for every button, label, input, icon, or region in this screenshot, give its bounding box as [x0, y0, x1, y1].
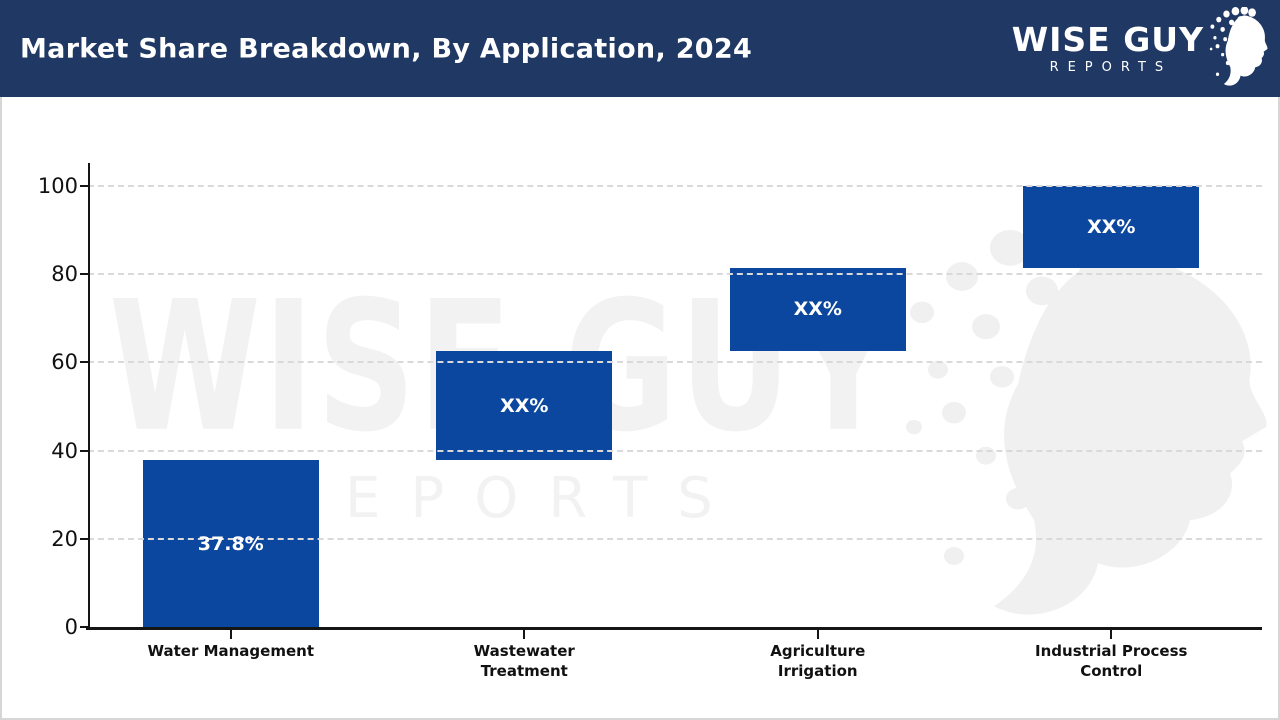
gridline-80 [88, 273, 1262, 276]
y-tick-80 [80, 273, 88, 276]
x-tick-water-management [229, 630, 232, 639]
x-label-line: Control [1080, 662, 1143, 680]
bar-value-industrial-process-control: XX% [1087, 216, 1136, 238]
x-axis-line [86, 627, 1262, 630]
gridline-100 [88, 185, 1262, 187]
gridline-20 [88, 537, 1262, 540]
x-label-wastewater-treatment: Wastewater Treatment [378, 641, 672, 681]
x-label-water-management: Water Management [84, 641, 378, 661]
wiseguy-logo: WISE GUY REPORTS [1012, 6, 1270, 91]
logo-wordmark: WISE GUY [1011, 19, 1204, 59]
y-tick-20 [80, 537, 88, 540]
x-tick-agriculture-irrigation [816, 630, 819, 639]
x-label-line: Agriculture [770, 642, 866, 660]
y-tick-label-60: 60 [51, 350, 78, 375]
x-label-industrial-process-control: Industrial Process Control [965, 641, 1259, 681]
bar-value-wastewater-treatment: XX% [500, 394, 549, 417]
logo-subtext: REPORTS [1049, 59, 1173, 75]
page-title: Market Share Breakdown, By Application, … [20, 33, 753, 64]
gridline-40 [88, 449, 1262, 452]
y-tick-label-80: 80 [51, 262, 78, 287]
y-tick-label-40: 40 [51, 438, 78, 463]
y-tick-0 [80, 626, 88, 628]
x-label-line: Water Management [147, 642, 314, 660]
bar-water-management [142, 460, 319, 627]
y-tick-label-20: 20 [51, 526, 78, 551]
y-axis-line [88, 163, 90, 630]
bar-wastewater-treatment [436, 350, 613, 461]
y-tick-60 [80, 361, 88, 364]
y-tick-label-0: 0 [64, 615, 78, 639]
gridline-60 [88, 361, 1262, 364]
x-label-line: Treatment [480, 662, 568, 680]
header-bar: Market Share Breakdown, By Application, … [0, 0, 1280, 97]
bar-value-agriculture-irrigation: XX% [793, 298, 842, 321]
y-tick-label-100: 100 [37, 174, 78, 198]
logo-text: WISE GUY REPORTS [1012, 23, 1204, 75]
x-tick-wastewater-treatment [523, 630, 526, 639]
bar-industrial-process-control [1023, 186, 1200, 269]
y-tick-40 [80, 449, 88, 452]
bar-agriculture-irrigation [729, 268, 906, 351]
x-tick-industrial-process-control [1110, 630, 1113, 639]
x-label-line: Industrial Process [1035, 642, 1188, 660]
y-tick-100 [80, 185, 88, 187]
x-label-agriculture-irrigation: Agriculture Irrigation [671, 641, 965, 681]
bar-value-water-management: 37.8% [197, 532, 264, 555]
x-label-line: Wastewater [473, 642, 575, 660]
x-label-line: Irrigation [777, 662, 858, 680]
